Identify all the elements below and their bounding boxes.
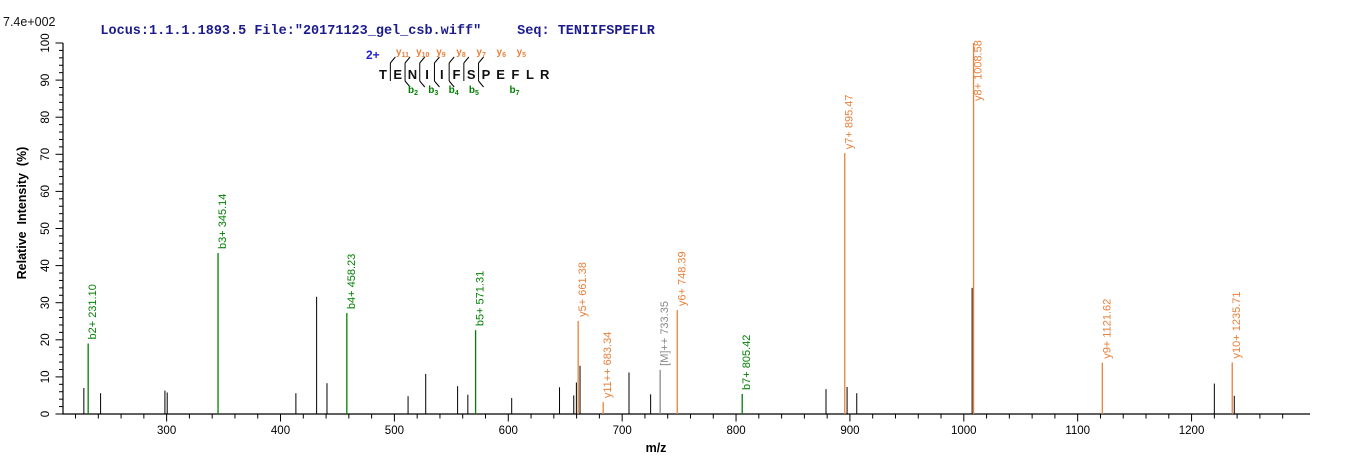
y-tick-label: 30: [40, 296, 52, 309]
peak-label: y8+ 1008.58: [973, 40, 985, 101]
x-tick-label: 700: [613, 425, 632, 437]
y-tick-label: 50: [40, 222, 52, 235]
peak-label: y6+ 748.39: [676, 251, 688, 306]
b-cleavage-stub: [448, 80, 455, 88]
residue-letter: F: [511, 67, 519, 82]
y-tick-label: 20: [40, 333, 52, 346]
b-cleavage-stub: [434, 80, 440, 88]
y-tick-label: 0: [40, 411, 52, 417]
residue-letter: E: [496, 67, 505, 82]
peak-label: b5+ 571.31: [475, 271, 487, 326]
y-cleavage-stub: [478, 56, 484, 64]
y-tick-label: 90: [40, 74, 52, 87]
b-ion-label: b2: [408, 85, 418, 97]
y-ion-label: y7: [476, 47, 486, 59]
precursor-charge-label: 2+: [366, 48, 380, 62]
x-axis-title: m/z: [645, 441, 667, 455]
y-cleavage-stub: [448, 56, 455, 64]
b-ion-label: b5: [469, 85, 479, 97]
peak-label: y7+ 895.47: [844, 94, 856, 149]
y-tick-label: 100: [40, 33, 52, 52]
locus-file-text: Locus:1.1.1.1893.5 File:"20171123_gel_cs…: [100, 24, 482, 39]
residue-letter: R: [540, 67, 550, 82]
x-tick-label: 1100: [1065, 425, 1090, 437]
y-tick-label: 70: [40, 148, 52, 161]
residue-letter: F: [453, 67, 461, 82]
residue-letter: S: [467, 67, 476, 82]
axis-lines: [62, 43, 1310, 415]
x-tick-label: 900: [840, 425, 859, 437]
y-ion-label: y6: [497, 47, 507, 59]
peak-label: b7+ 805.42: [741, 335, 753, 390]
b-ion-label: b3: [428, 85, 438, 97]
y-tick-label: 60: [40, 185, 52, 198]
peak-label: b4+ 458.23: [346, 254, 358, 309]
x-tick-label: 1200: [1179, 425, 1205, 437]
b-cleavage-stub: [478, 80, 484, 88]
y-ion-label: y5: [517, 47, 527, 59]
b-cleavage-stub: [419, 80, 426, 88]
y-tick-label: 10: [40, 371, 52, 384]
seq-value: TENIIFSPEFLR: [557, 24, 655, 39]
residue-letter: E: [393, 67, 402, 82]
y-cleavage-stub: [404, 56, 411, 64]
peak-label: b2+ 231.10: [87, 284, 99, 339]
x-tick-label: 400: [271, 425, 290, 437]
peak-label: y10+ 1235.71: [1231, 291, 1243, 358]
residue-letter: I: [425, 67, 429, 82]
seq-label: Seq:: [517, 24, 550, 39]
x-tick-label: 800: [726, 425, 745, 437]
peak-label: [M]++ 733.35: [659, 301, 671, 366]
residue-letter: I: [440, 67, 444, 82]
peak-label: y9+ 1121.62: [1101, 299, 1113, 359]
b-ion-label: b7: [510, 85, 520, 97]
base-peak-intensity-label: 7.4e+002: [3, 15, 56, 29]
y-tick-label: 80: [40, 111, 52, 124]
residue-letter: P: [482, 67, 491, 82]
x-tick-label: 1000: [951, 425, 977, 437]
peak-label: b3+ 345.14: [217, 194, 229, 249]
residue-letter: N: [408, 67, 417, 82]
y-tick-label: 40: [40, 259, 52, 272]
y-cleavage-stub: [434, 56, 440, 64]
b-cleavage-stub: [404, 80, 411, 88]
y-ion-label: y9: [436, 47, 446, 59]
peak-label: y11++ 683.34: [602, 332, 614, 398]
y-cleavage-stub: [463, 56, 470, 64]
spectrum-header: Locus:1.1.1.1893.5 File:"20171123_gel_cs…: [68, 9, 655, 54]
y-ion-label: y8: [456, 47, 466, 59]
peak-label: y5+ 661.38: [577, 262, 589, 317]
x-tick-label: 600: [499, 425, 518, 437]
x-tick-label: 500: [385, 425, 404, 437]
b-ion-label: b4: [449, 85, 459, 97]
residue-letter: T: [379, 67, 387, 82]
residue-letter: L: [526, 67, 534, 82]
y-axis-title: Relative Intensity (%): [15, 146, 29, 280]
y-cleavage-stub: [389, 56, 396, 64]
y-cleavage-stub: [419, 56, 426, 64]
x-tick-label: 300: [157, 425, 176, 437]
